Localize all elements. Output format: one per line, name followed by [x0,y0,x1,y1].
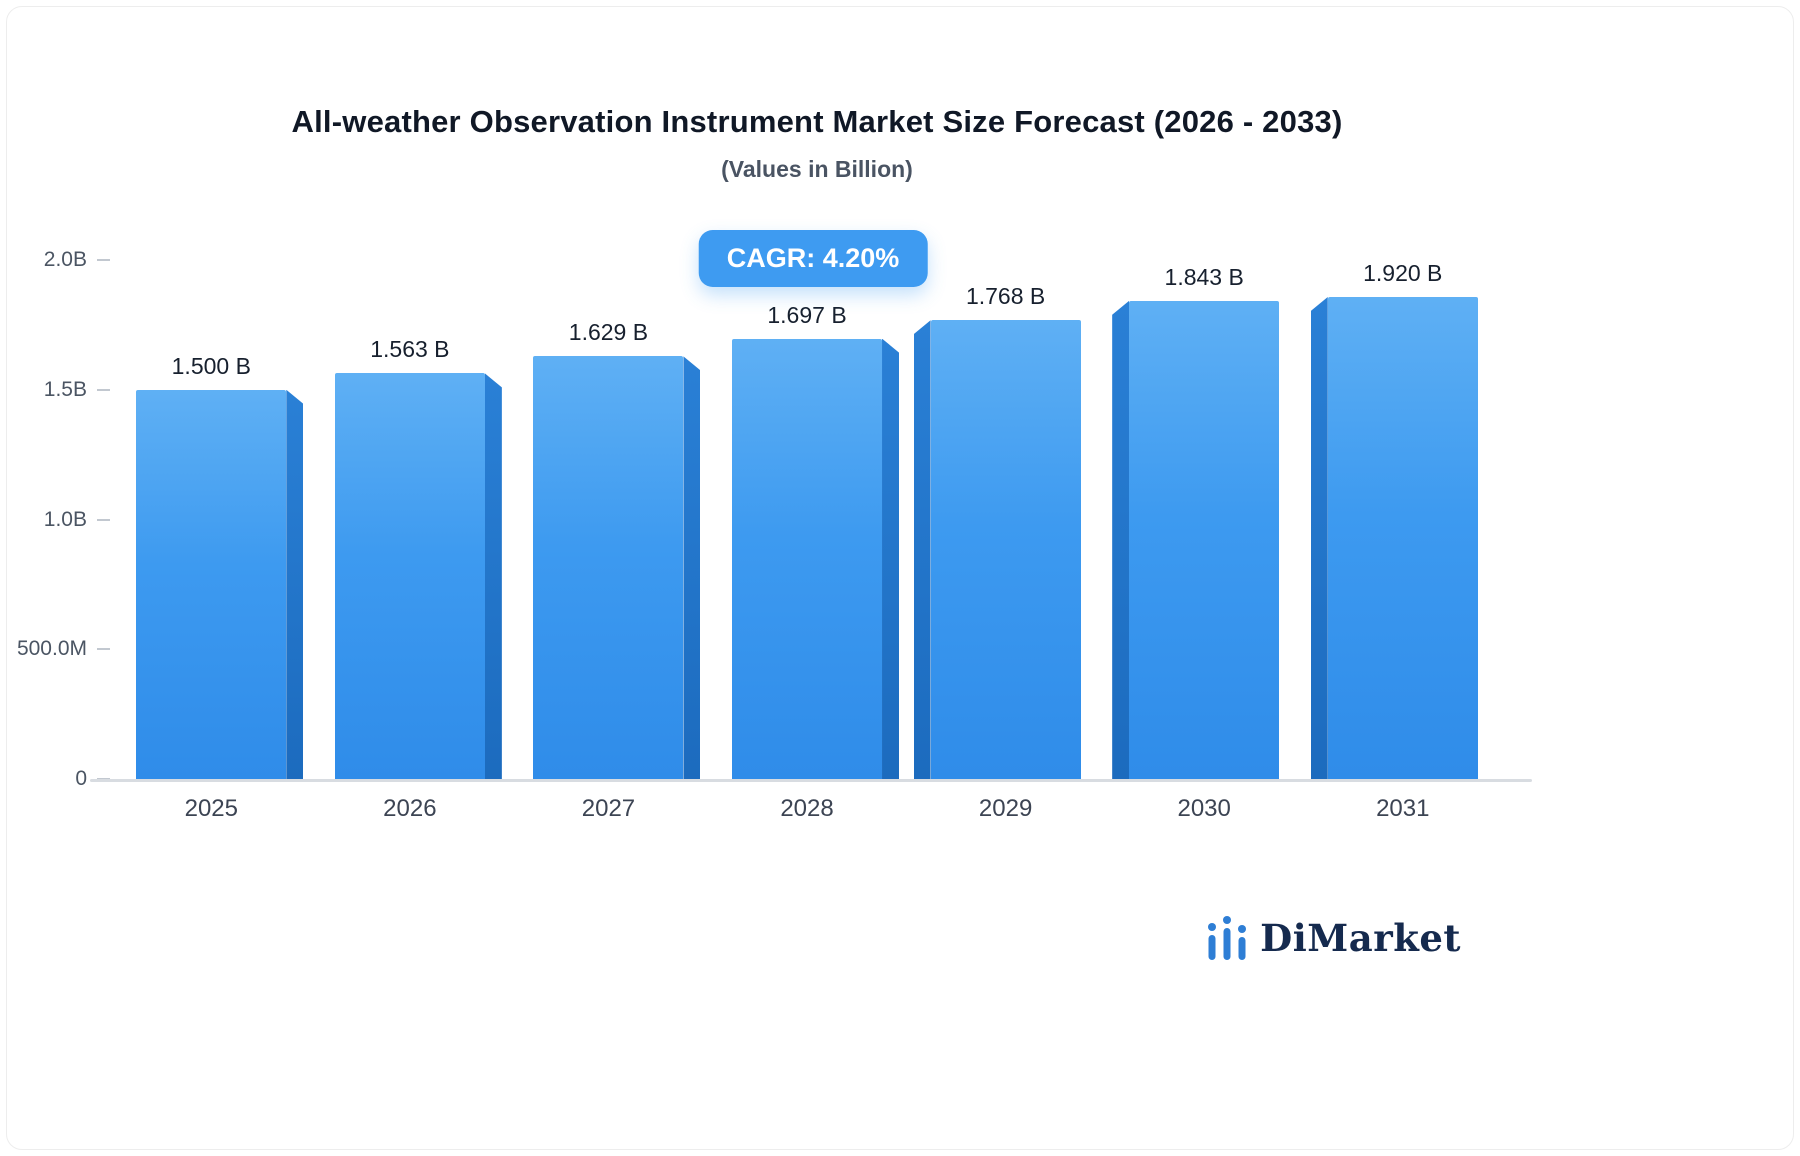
bar-value-label: 1.500 B [171,352,251,379]
y-axis-tick-label: 1.0B [43,507,87,531]
chart-subtitle: (Values in Billion) [721,156,913,182]
y-axis-tick-mark [97,518,110,521]
bar-2030 [1112,300,1280,779]
y-axis: 2.0B 1.5B 1.0B 500.0M 0 [17,248,1502,790]
bar-side-face [286,389,304,779]
chart-title: All-weather Observation Instrument Marke… [291,104,1343,139]
bar-group: 1.843 B [1105,260,1304,779]
bar-series: 1.500 B 1.563 B 1.629 B 1.697 B 1.768 B 1.843… [112,260,1502,779]
bar-group: 1.768 B [906,260,1105,779]
bar-2025 [136,389,304,779]
x-axis: 2025 2026 2027 2028 2029 2030 2031 [112,795,1502,823]
bar-side-face [1112,300,1130,779]
x-axis-line [90,779,1532,782]
bar-group: 1.500 B [112,260,311,779]
x-axis-label: 2026 [383,795,437,822]
bar-side-face [1310,297,1328,779]
bar-value-label: 1.629 B [568,319,649,346]
y-axis-tick-mark [97,388,110,391]
bar-side-face [913,320,931,779]
bar-side-face [484,373,502,779]
y-axis-tick: 1.5B [44,378,112,402]
y-axis-tick-mark [97,648,110,651]
y-axis-tick: 1.0B [44,508,112,532]
bar-2031 [1310,297,1478,779]
y-axis-tick-label: 2.0B [43,248,87,271]
x-axis-label: 2025 [184,795,238,822]
x-axis-label: 2030 [1177,795,1231,822]
bar-value-label: 1.768 B [965,283,1046,310]
bar-2027 [533,356,701,779]
cagr-badge: CAGR: 4.20% [698,230,928,287]
y-axis-tick: 2.0B [44,248,112,272]
bar-value-label: 1.843 B [1164,263,1244,290]
bar-2029 [913,320,1081,779]
bar-group: 1.920 B [1303,260,1502,779]
x-axis-label: 2028 [780,795,834,822]
bar-group: 1.697 B [708,260,907,779]
brand-logo: DiMarket [1205,914,1461,961]
y-axis-tick-label: 1.5B [43,377,87,401]
bar-value-label: 1.563 B [370,336,450,363]
bar-value-label: 1.697 B [767,301,847,328]
x-axis-label: 2031 [1376,795,1430,822]
bar-value-label: 1.920 B [1363,260,1443,286]
y-axis-tick-label: 500.0M [16,637,87,661]
bar-2026 [334,373,502,779]
x-axis-label: 2029 [978,795,1033,822]
plot-area: 2.0B 1.5B 1.0B 500.0M 0 1.500 B 1.563 B 1.629 … [17,248,1532,822]
bar-side-face [683,356,701,779]
y-axis-tick-label: 0 [75,767,87,790]
x-axis-label: 2027 [581,795,636,822]
chart-card: All-weather Observation Instrument Marke… [6,6,1794,1150]
y-axis-tick: 500.0M [17,637,112,661]
bar-2028 [732,338,900,779]
bar-group: 1.629 B [509,260,708,779]
bar-chart-icon [1208,916,1247,960]
bar-side-face [882,338,900,779]
y-axis-tick-mark [97,259,110,261]
brand-name: DiMarket [1260,915,1461,960]
bar-group: 1.563 B [311,260,510,779]
